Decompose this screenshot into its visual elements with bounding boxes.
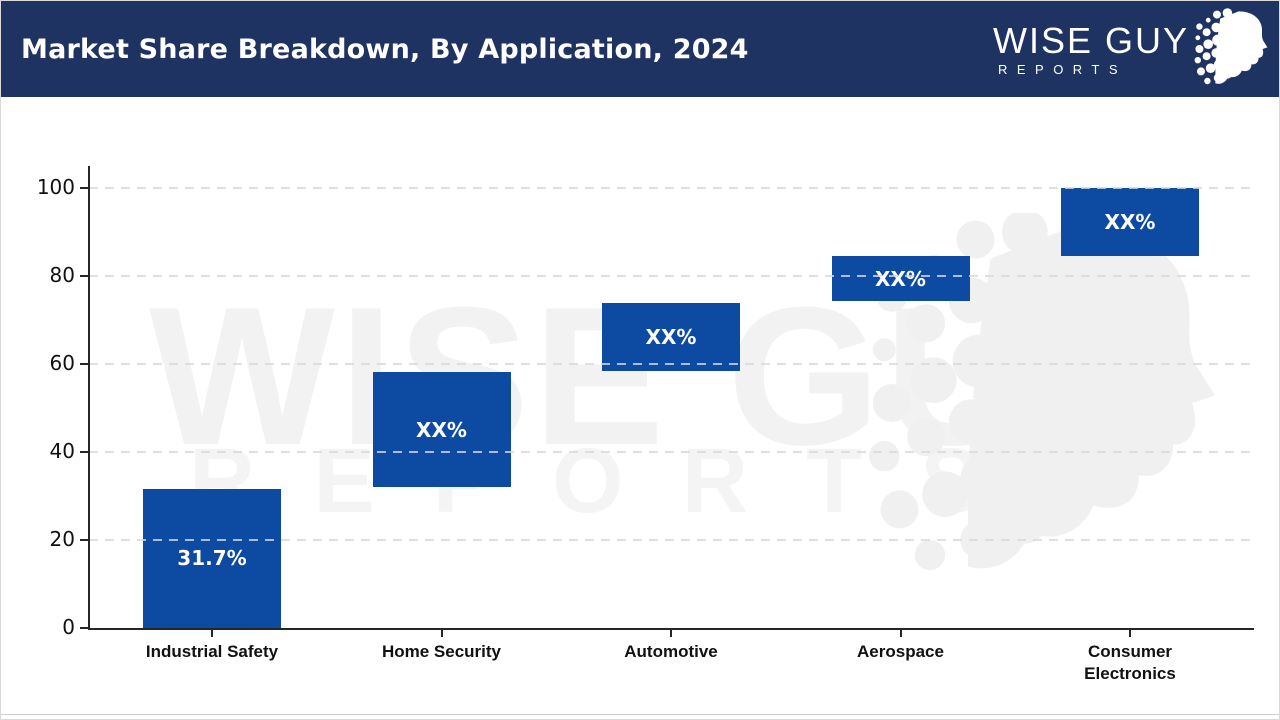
x-tick-mark xyxy=(211,630,213,637)
x-category-label: Industrial Safety xyxy=(145,642,279,661)
bar-value-label: XX% xyxy=(416,417,467,442)
x-tick-mark xyxy=(1129,630,1131,637)
bar-home-security: XX% xyxy=(372,371,511,488)
gridline xyxy=(89,363,1253,365)
x-category-label: Consumer Electronics xyxy=(1084,642,1176,684)
y-tick-label: 60 xyxy=(49,351,75,375)
x-axis-spine xyxy=(88,628,1254,630)
header-banner: Market Share Breakdown, By Application, … xyxy=(1,1,1279,97)
logo-subtitle: REPORTS xyxy=(997,61,1128,77)
gridline xyxy=(89,275,1253,277)
x-category-label: Home Security xyxy=(381,642,502,661)
y-tick-label: 40 xyxy=(49,439,75,463)
bar-value-label: XX% xyxy=(875,266,926,291)
watermark-reports: REPORTS xyxy=(189,430,1040,532)
bar-industrial-safety: 31.7% xyxy=(143,488,281,628)
x-tick-mark xyxy=(899,630,902,637)
y-tick-mark xyxy=(80,627,88,629)
x-category-label: Aerospace xyxy=(857,642,944,661)
bar-value-label: XX% xyxy=(645,324,697,349)
logo-text: WISE GUY REPORTS xyxy=(993,21,1189,77)
x-tick-mark xyxy=(670,630,672,637)
y-tick-mark xyxy=(80,539,88,541)
y-tick-mark xyxy=(80,363,88,365)
gridline xyxy=(89,451,1253,453)
page-title: Market Share Breakdown, By Application, … xyxy=(21,33,749,65)
x-tick-mark xyxy=(440,630,443,637)
y-tick-mark xyxy=(80,451,88,453)
bar-aerospace: XX% xyxy=(831,256,970,302)
y-tick-mark xyxy=(80,187,88,189)
wiseguy-logo: WISE GUY REPORTS xyxy=(993,8,1273,90)
y-axis-spine xyxy=(88,166,90,630)
y-tick-label: 20 xyxy=(49,527,75,551)
y-tick-label: 100 xyxy=(36,175,75,199)
bar-consumer-electronics: XX% xyxy=(1061,188,1199,257)
y-tick-label: 0 xyxy=(62,615,75,639)
x-category-label: Automotive xyxy=(624,642,718,661)
bar-value-label: 31.7% xyxy=(177,546,247,571)
wiseguy-head-icon xyxy=(1194,8,1268,85)
y-tick-label: 80 xyxy=(49,263,75,287)
gridline xyxy=(89,539,1253,541)
logo-wordmark: WISE GUY xyxy=(992,20,1189,62)
bar-value-label: XX% xyxy=(1104,210,1156,235)
bottom-divider xyxy=(1,714,1279,715)
bar-automotive: XX% xyxy=(602,302,740,372)
gridline xyxy=(89,187,1253,189)
y-tick-mark xyxy=(80,275,88,277)
